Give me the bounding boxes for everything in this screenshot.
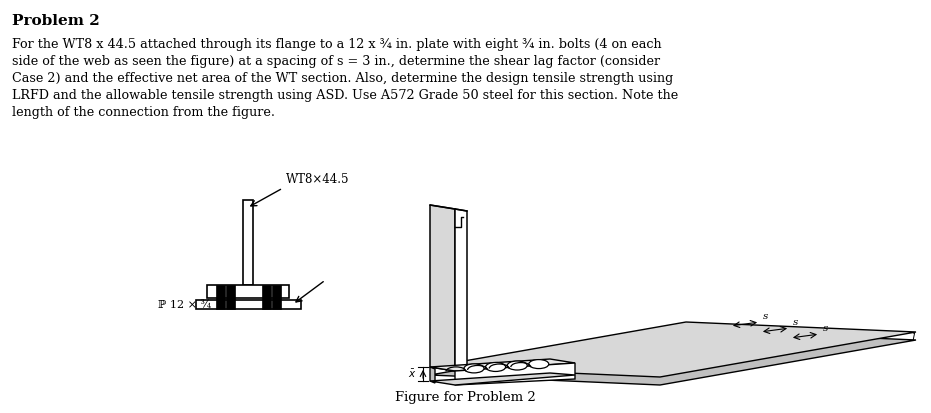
Polygon shape	[430, 359, 575, 371]
Text: Figure for Problem 2: Figure for Problem 2	[395, 391, 535, 404]
Text: LRFD and the allowable tensile strength using ASD. Use A572 Grade 50 steel for t: LRFD and the allowable tensile strength …	[12, 89, 679, 102]
Text: For the WT8 x 44.5 attached through its flange to a 12 x ¾ in. plate with eight : For the WT8 x 44.5 attached through its …	[12, 38, 662, 51]
Ellipse shape	[507, 361, 527, 370]
Bar	[243, 200, 253, 285]
Text: side of the web as seen the figure) at a spacing of s = 3 in., determine the she: side of the web as seen the figure) at a…	[12, 55, 660, 68]
Polygon shape	[455, 363, 575, 385]
Polygon shape	[430, 367, 435, 383]
Bar	[196, 300, 301, 309]
Text: ℙ 12 × ¾: ℙ 12 × ¾	[157, 299, 210, 309]
Polygon shape	[430, 322, 916, 377]
Text: Problem 2: Problem 2	[12, 14, 100, 28]
Text: l: l	[912, 333, 915, 343]
Text: $\bar{x}$: $\bar{x}$	[408, 368, 416, 380]
Bar	[215, 285, 224, 309]
Text: s: s	[823, 324, 829, 333]
Bar	[262, 285, 271, 309]
Text: WT8×44.5: WT8×44.5	[286, 173, 349, 186]
Ellipse shape	[529, 360, 548, 368]
Bar	[225, 285, 235, 309]
Polygon shape	[430, 330, 916, 385]
Ellipse shape	[486, 363, 506, 371]
Text: s: s	[793, 318, 799, 327]
Polygon shape	[430, 373, 575, 385]
Polygon shape	[430, 205, 455, 371]
Polygon shape	[455, 209, 467, 373]
Ellipse shape	[464, 364, 484, 373]
Text: s: s	[763, 312, 768, 321]
Text: Case 2) and the effective net area of the WT section. Also, determine the design: Case 2) and the effective net area of th…	[12, 72, 673, 85]
Bar	[272, 285, 280, 309]
Text: length of the connection from the figure.: length of the connection from the figure…	[12, 106, 275, 119]
Bar	[207, 285, 289, 298]
